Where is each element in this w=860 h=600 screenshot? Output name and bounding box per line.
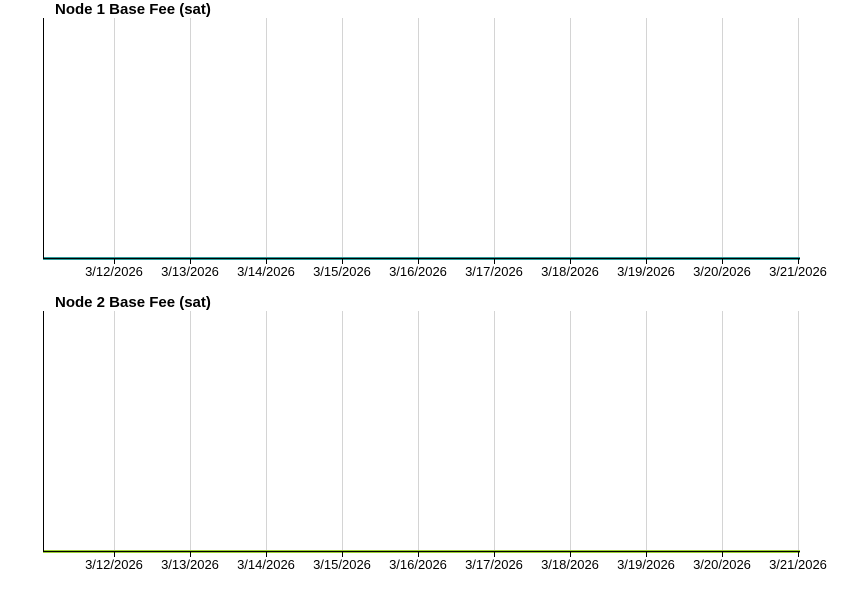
x-axis-tick-label: 3/14/2026 [237, 557, 295, 572]
x-axis-tick [418, 552, 419, 557]
vertical-gridline [418, 18, 419, 259]
plot-area [43, 311, 800, 557]
x-axis-tick-label: 3/15/2026 [313, 557, 371, 572]
x-axis-tick [798, 552, 799, 557]
x-axis-tick-label: 3/19/2026 [617, 557, 675, 572]
vertical-gridline [722, 18, 723, 259]
x-axis-tick-label: 3/12/2026 [85, 557, 143, 572]
x-axis-tick [114, 552, 115, 557]
chart-node-2: Node 2 Base Fee (sat) 3/12/2026 3/13/2026… [0, 293, 860, 574]
vertical-gridline [418, 311, 419, 552]
x-axis-tick [570, 259, 571, 264]
vertical-gridline [570, 311, 571, 552]
x-axis-tick [570, 552, 571, 557]
x-axis-labels: 3/12/2026 3/13/2026 3/14/2026 3/15/2026 3/16… [43, 259, 827, 281]
vertical-gridline [190, 18, 191, 259]
x-axis-line [43, 258, 800, 259]
x-axis-line [43, 551, 800, 552]
vertical-gridline [114, 311, 115, 552]
x-axis-tick [266, 259, 267, 264]
x-axis-tick-label: 3/18/2026 [541, 557, 599, 572]
x-axis-tick [114, 259, 115, 264]
vertical-gridline [342, 18, 343, 259]
x-axis-tick [418, 259, 419, 264]
x-axis-tick [190, 552, 191, 557]
x-axis-tick-label: 3/18/2026 [541, 264, 599, 279]
x-axis-tick-label: 3/16/2026 [389, 264, 447, 279]
chart-node-1: Node 1 Base Fee (sat) 3/12/2026 3/13/2026… [0, 0, 860, 281]
x-axis-tick [722, 259, 723, 264]
x-axis-tick [494, 259, 495, 264]
x-axis-tick [266, 552, 267, 557]
x-axis-tick-label: 3/20/2026 [693, 557, 751, 572]
vertical-gridline [646, 18, 647, 259]
x-axis-tick [798, 259, 799, 264]
vertical-gridline [646, 311, 647, 552]
vertical-gridline [114, 18, 115, 259]
plot-area [43, 18, 800, 264]
vertical-gridline [266, 18, 267, 259]
vertical-gridline [342, 311, 343, 552]
vertical-gridline [494, 311, 495, 552]
x-axis-labels: 3/12/2026 3/13/2026 3/14/2026 3/15/2026 3/16… [43, 552, 827, 574]
vertical-gridline [266, 311, 267, 552]
chart-title: Node 2 Base Fee (sat) [55, 294, 211, 311]
x-axis-tick [646, 259, 647, 264]
x-axis-tick [342, 552, 343, 557]
x-axis-tick-label: 3/13/2026 [161, 557, 219, 572]
x-axis-tick [190, 259, 191, 264]
chart-title: Node 1 Base Fee (sat) [55, 1, 211, 18]
x-axis-tick-label: 3/17/2026 [465, 557, 523, 572]
x-axis-tick [494, 552, 495, 557]
y-axis-line [43, 311, 44, 552]
vertical-gridline [798, 18, 799, 259]
x-axis-tick [342, 259, 343, 264]
x-axis-tick-label: 3/17/2026 [465, 264, 523, 279]
x-axis-tick-label: 3/21/2026 [769, 557, 827, 572]
vertical-gridline [570, 18, 571, 259]
x-axis-tick-label: 3/14/2026 [237, 264, 295, 279]
vertical-gridline [722, 311, 723, 552]
vertical-gridline [494, 18, 495, 259]
y-axis-line [43, 18, 44, 259]
x-axis-tick-label: 3/15/2026 [313, 264, 371, 279]
x-axis-tick [646, 552, 647, 557]
vertical-gridline [190, 311, 191, 552]
vertical-gridline [798, 311, 799, 552]
x-axis-tick-label: 3/21/2026 [769, 264, 827, 279]
x-axis-tick-label: 3/12/2026 [85, 264, 143, 279]
x-axis-tick-label: 3/19/2026 [617, 264, 675, 279]
x-axis-tick-label: 3/16/2026 [389, 557, 447, 572]
x-axis-tick-label: 3/13/2026 [161, 264, 219, 279]
x-axis-tick [722, 552, 723, 557]
x-axis-tick-label: 3/20/2026 [693, 264, 751, 279]
